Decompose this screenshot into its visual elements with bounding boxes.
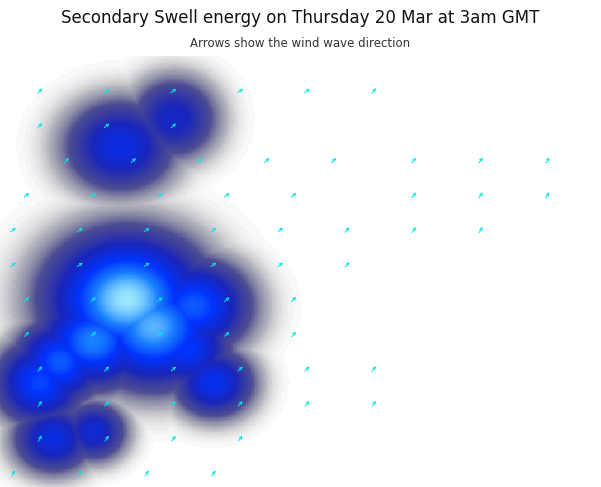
Text: Secondary Swell energy on Thursday 20 Mar at 3am GMT: Secondary Swell energy on Thursday 20 Ma… (61, 9, 540, 27)
Text: Arrows show the wind wave direction: Arrows show the wind wave direction (191, 37, 410, 50)
